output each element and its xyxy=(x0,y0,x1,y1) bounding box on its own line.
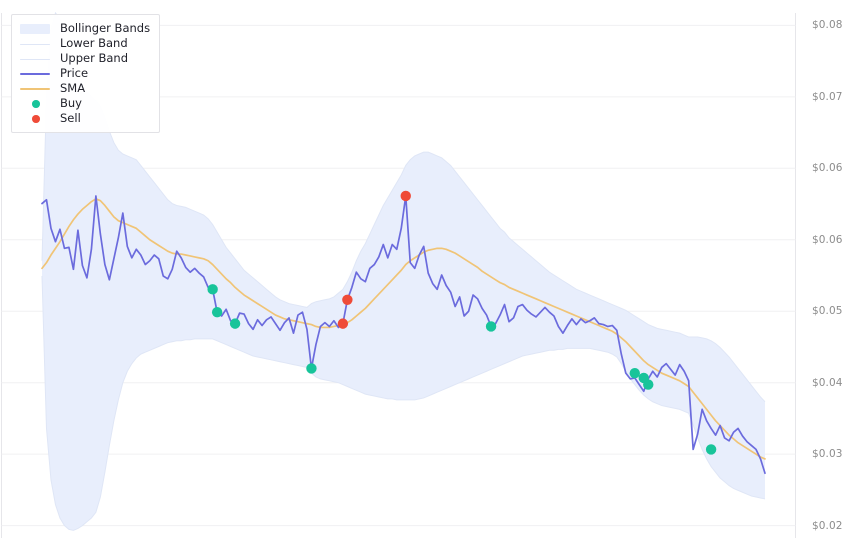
buy-marker[interactable] xyxy=(485,321,497,332)
upper-band-line xyxy=(41,11,766,403)
sell-marker[interactable] xyxy=(337,318,349,329)
legend-label: SMA xyxy=(60,81,86,95)
line-icon xyxy=(18,66,52,81)
y-axis-tick-label: $0.06 xyxy=(812,233,842,246)
buy-marker[interactable] xyxy=(229,318,241,329)
thin-line-icon xyxy=(18,36,52,51)
legend-label: Buy xyxy=(60,96,82,110)
y-axis-tick-label: $0.07 xyxy=(812,90,842,103)
chart-legend: Bollinger Bands Lower Band Upper Band Pr… xyxy=(11,14,161,133)
sell-dot-icon xyxy=(18,111,52,126)
y-axis-tick-label: $0.04 xyxy=(812,376,842,389)
bollinger-band-area xyxy=(42,13,765,531)
y-axis-tick-label: $0.06 xyxy=(812,162,842,175)
buy-marker[interactable] xyxy=(705,444,717,455)
buy-marker[interactable] xyxy=(306,363,317,374)
buy-marker[interactable] xyxy=(629,367,640,379)
buy-marker[interactable] xyxy=(207,284,218,295)
plot-border-group xyxy=(1,13,796,538)
sma-line xyxy=(41,197,766,460)
band-fill xyxy=(42,13,765,531)
buy-markers-group[interactable] xyxy=(207,284,717,455)
buy-marker[interactable] xyxy=(211,306,223,318)
legend-item-price[interactable]: Price xyxy=(18,66,150,81)
lower-band-line xyxy=(41,275,766,531)
sell-marker[interactable] xyxy=(400,190,411,202)
y-axis-tick-label: $0.05 xyxy=(812,305,842,318)
legend-label: Upper Band xyxy=(60,51,129,65)
legend-item-upper-band[interactable]: Upper Band xyxy=(18,51,150,66)
legend-item-buy[interactable]: Buy xyxy=(18,96,150,111)
y-axis-tick-label: $0.03 xyxy=(812,448,842,461)
legend-item-bollinger-bands[interactable]: Bollinger Bands xyxy=(18,21,150,36)
legend-label: Bollinger Bands xyxy=(60,21,151,35)
bollinger-band-edges xyxy=(41,11,766,531)
legend-item-sell[interactable]: Sell xyxy=(18,111,150,126)
thin-line-icon xyxy=(18,51,52,66)
legend-item-sma[interactable]: SMA xyxy=(18,81,150,96)
line-icon xyxy=(18,81,52,96)
sell-marker[interactable] xyxy=(342,294,353,305)
buy-dot-icon xyxy=(18,96,52,111)
sell-markers-group[interactable] xyxy=(337,190,411,329)
buy-marker[interactable] xyxy=(643,379,654,390)
y-axis-tick-label: $0.02 xyxy=(812,519,842,532)
band-swatch-icon xyxy=(18,21,52,36)
legend-item-lower-band[interactable]: Lower Band xyxy=(18,36,150,51)
legend-label: Lower Band xyxy=(60,36,128,50)
price-line xyxy=(41,195,766,475)
y-axis-tick-label: $0.08 xyxy=(812,19,842,32)
legend-label: Sell xyxy=(60,111,81,125)
legend-label: Price xyxy=(60,66,89,80)
